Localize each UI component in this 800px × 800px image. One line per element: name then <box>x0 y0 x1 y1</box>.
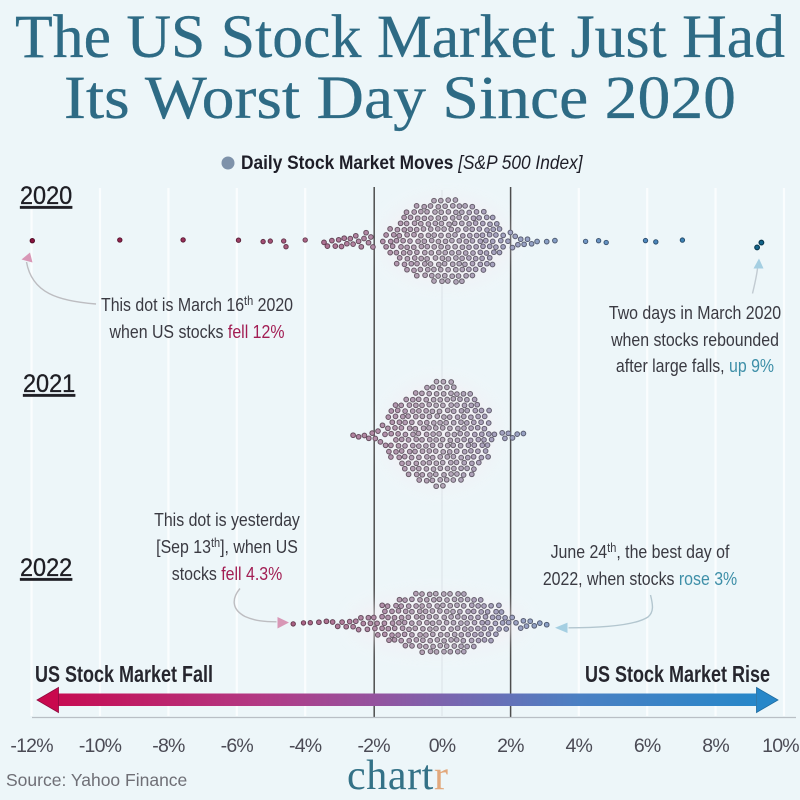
svg-text:-2%: -2% <box>357 735 390 757</box>
svg-text:-8%: -8% <box>152 735 185 757</box>
svg-text:US Stock Market Fall: US Stock Market Fall <box>35 662 213 688</box>
svg-text:[Sep 13th], when US: [Sep 13th], when US <box>156 535 298 557</box>
svg-text:8%: 8% <box>702 735 729 757</box>
svg-text:10%: 10% <box>762 735 799 757</box>
svg-text:2022: 2022 <box>20 554 72 582</box>
svg-text:-4%: -4% <box>289 735 322 757</box>
svg-text:stocks fell 4.3%: stocks fell 4.3% <box>172 563 282 585</box>
svg-text:This dot is yesterday: This dot is yesterday <box>154 509 300 531</box>
svg-text:when stocks rebounded: when stocks rebounded <box>610 329 779 351</box>
svg-text:2020: 2020 <box>20 182 72 210</box>
svg-text:Daily Stock Market Moves [S&P: Daily Stock Market Moves [S&P 500 Index] <box>241 151 583 173</box>
svg-text:The US Stock Market Just Had: The US Stock Market Just Had <box>15 4 785 71</box>
svg-text:2021: 2021 <box>23 370 75 398</box>
svg-text:when US stocks fell 12%: when US stocks fell 12% <box>109 321 285 343</box>
svg-text:after large falls, up 9%: after large falls, up 9% <box>616 355 774 377</box>
svg-text:6%: 6% <box>634 735 661 757</box>
svg-text:-12%: -12% <box>10 735 53 757</box>
svg-text:-6%: -6% <box>221 735 254 757</box>
svg-text:Its Worst Day Since 2020: Its Worst Day Since 2020 <box>64 65 736 132</box>
svg-text:Source: Yahoo Finance: Source: Yahoo Finance <box>6 770 187 790</box>
svg-text:chartr: chartr <box>347 753 449 799</box>
svg-text:Two days in March 2020: Two days in March 2020 <box>609 302 781 324</box>
svg-text:-10%: -10% <box>79 735 122 757</box>
svg-text:June 24th, the best day of: June 24th, the best day of <box>551 540 730 562</box>
svg-text:This dot is March 16th 2020: This dot is March 16th 2020 <box>101 293 293 315</box>
svg-text:2022, when stocks rose 3%: 2022, when stocks rose 3% <box>543 568 737 590</box>
svg-text:US Stock Market Rise: US Stock Market Rise <box>585 662 770 688</box>
svg-text:0%: 0% <box>429 735 456 757</box>
svg-text:4%: 4% <box>566 735 593 757</box>
svg-text:2%: 2% <box>497 735 524 757</box>
